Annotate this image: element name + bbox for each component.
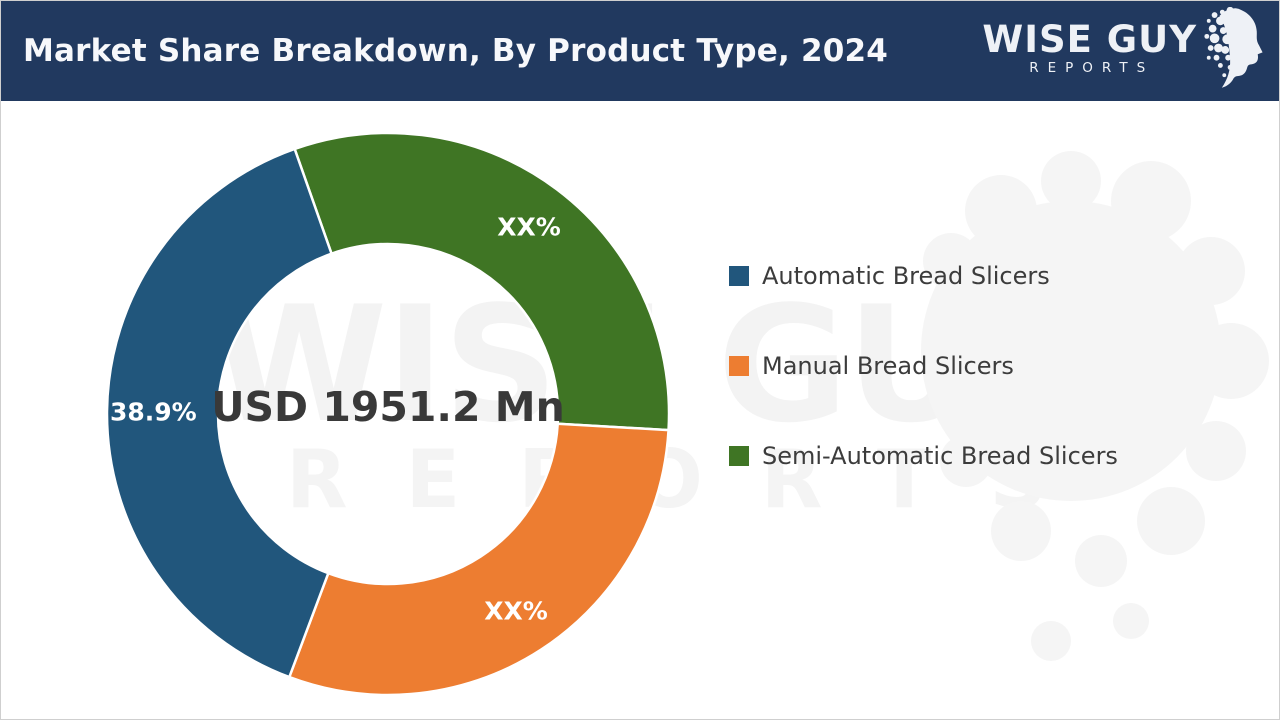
wiseguy-logo: WISE GUY REPORTS bbox=[982, 7, 1265, 89]
chart-body: WISE GUY REPORTS XX% XX% 38.9% USD 1951.2 … bbox=[1, 101, 1279, 719]
header: Market Share Breakdown, By Product Type,… bbox=[1, 1, 1279, 101]
page-title: Market Share Breakdown, By Product Type,… bbox=[23, 33, 889, 69]
slice-label: 38.9% bbox=[110, 398, 197, 427]
logo-subtitle: REPORTS bbox=[1029, 59, 1155, 76]
logo-wordmark: WISE GUY bbox=[982, 18, 1197, 62]
slice-label: XX% bbox=[497, 212, 561, 241]
legend-label: Automatic Bread Slicers bbox=[762, 262, 1050, 290]
logo-text: WISE GUY REPORTS bbox=[982, 18, 1197, 76]
legend-item: Automatic Bread Slicers bbox=[729, 262, 1118, 290]
donut-slice bbox=[105, 147, 333, 679]
donut-chart: XX% XX% 38.9% bbox=[105, 131, 671, 697]
donut-center-value: USD 1951.2 Mn bbox=[211, 383, 565, 431]
donut-slice bbox=[293, 131, 671, 432]
legend-label: Manual Bread Slicers bbox=[762, 352, 1014, 380]
legend-swatch bbox=[729, 356, 749, 376]
donut-slice bbox=[288, 422, 670, 697]
legend-label: Semi-Automatic Bread Slicers bbox=[762, 442, 1118, 470]
logo-face-icon bbox=[1204, 7, 1263, 88]
slice-label: XX% bbox=[484, 597, 548, 626]
legend-swatch bbox=[729, 266, 749, 286]
legend-swatch bbox=[729, 446, 749, 466]
legend-item: Semi-Automatic Bread Slicers bbox=[729, 442, 1118, 470]
legend-item: Manual Bread Slicers bbox=[729, 352, 1118, 380]
legend: Automatic Bread Slicers Manual Bread Slic… bbox=[729, 262, 1118, 470]
